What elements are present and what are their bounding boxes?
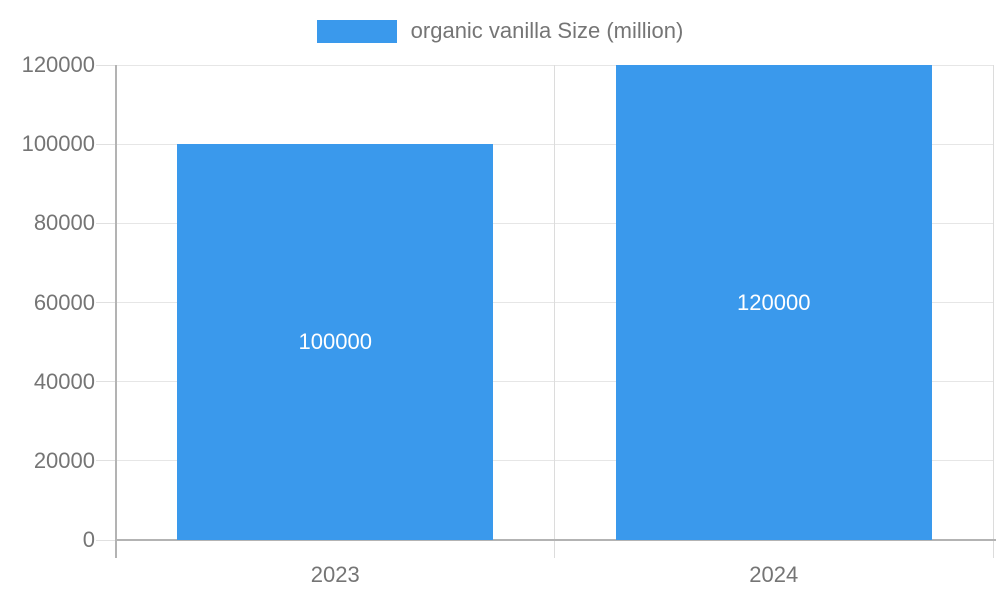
y-axis-tick-label: 80000: [33, 210, 95, 236]
y-axis-tick-label: 100000: [21, 131, 95, 157]
y-axis-tick-label: 120000: [21, 52, 95, 77]
y-axis-tick: [96, 381, 116, 383]
y-axis-line: [115, 65, 117, 558]
bar-2024[interactable]: [615, 65, 932, 540]
legend-label: organic vanilla Size (million): [410, 18, 684, 43]
x-axis-baseline: [116, 539, 996, 541]
x-gridline: [554, 65, 555, 558]
y-axis-tick: [96, 143, 116, 145]
y-axis-tick-label: 0: [82, 527, 95, 552]
bar-2023[interactable]: [177, 144, 494, 540]
legend[interactable]: organic vanilla Size (million): [0, 18, 1000, 44]
legend-swatch-icon: [316, 19, 397, 43]
y-axis-tick: [96, 460, 116, 462]
y-axis-tick: [96, 64, 116, 66]
x-axis-tick-label: 2023: [310, 562, 360, 587]
bar-value-label: 120000: [737, 289, 811, 315]
x-axis-tick-label: 2024: [749, 562, 799, 587]
y-axis-tick: [96, 222, 116, 224]
x-gridline: [992, 65, 994, 558]
y-axis-tick-label: 40000: [33, 368, 95, 394]
y-axis-tick: [96, 302, 116, 303]
bar-value-label: 100000: [298, 329, 372, 355]
y-axis-tick: [96, 539, 116, 541]
y-axis-tick-label: 60000: [33, 289, 95, 315]
y-axis-tick-label: 20000: [33, 447, 95, 473]
